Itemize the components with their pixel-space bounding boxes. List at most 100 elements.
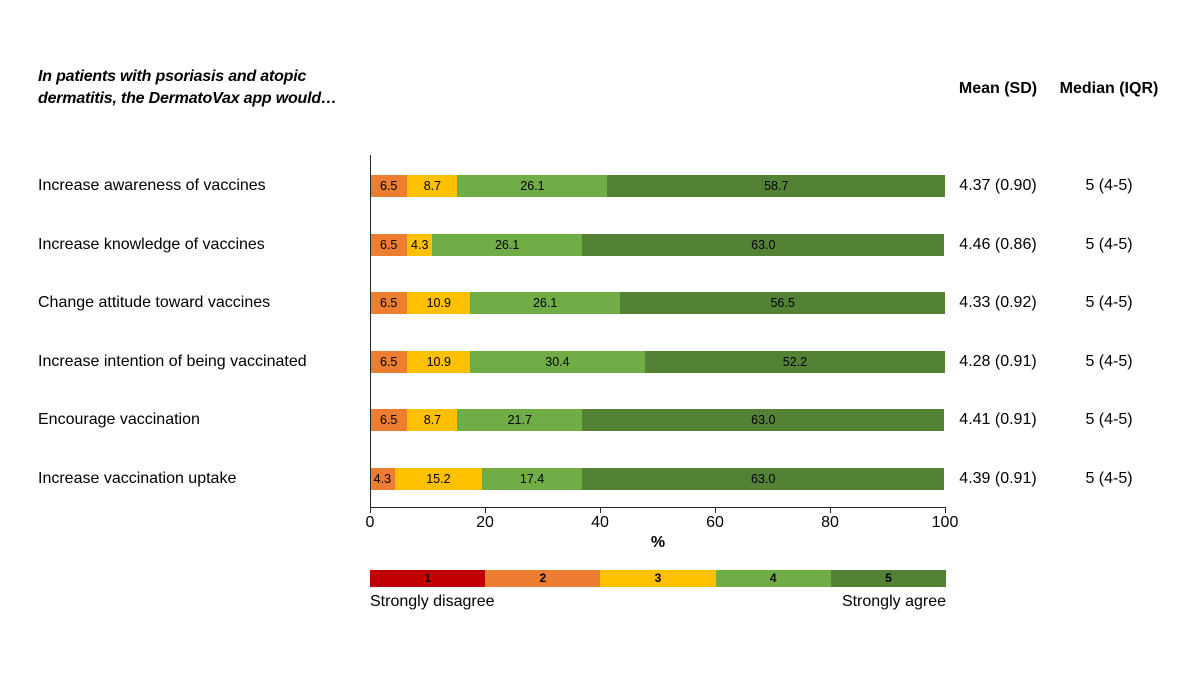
x-axis-unit-label: % — [650, 534, 666, 551]
bar-segment-scale-5: 58.7 — [607, 175, 945, 197]
segment-value-label: 6.5 — [380, 238, 398, 252]
legend-segment-2: 2 — [485, 570, 601, 587]
row-label: Increase knowledge of vaccines — [38, 236, 265, 253]
segment-value-label: 8.7 — [423, 179, 442, 193]
bar-segment-scale-5: 63.0 — [582, 234, 945, 256]
mean-sd-header: Mean (SD) — [958, 80, 1038, 97]
bar-segment-scale-5: 63.0 — [582, 409, 945, 431]
mean-sd-value: 4.41 (0.91) — [959, 411, 1037, 428]
segment-value-label: 17.4 — [519, 472, 545, 486]
legend-segment-4: 4 — [715, 570, 831, 587]
x-axis-line — [370, 507, 946, 508]
bar-segment-scale-2: 4.3 — [370, 468, 395, 490]
bar-track: 4.3 15.2 17.4 63.0 — [370, 468, 945, 490]
chart-row: Increase vaccination uptake 4.3 15.2 17.4 63… — [0, 468, 1200, 490]
legend-segment-5: 5 — [830, 570, 947, 587]
legend-segment-3: 3 — [600, 570, 716, 587]
axis-tick — [370, 507, 371, 513]
segment-value-label: 4.3 — [411, 238, 429, 252]
y-axis-line — [370, 155, 371, 507]
segment-value-label: 6.5 — [380, 179, 398, 193]
bar-segment-scale-4: 26.1 — [432, 234, 583, 256]
row-label: Increase intention of being vaccinated — [38, 353, 307, 370]
segment-value-label: 8.7 — [423, 413, 442, 427]
axis-tick-label: 20 — [476, 514, 494, 531]
bar-segment-scale-4: 26.1 — [457, 175, 608, 197]
bar-segment-scale-4: 30.4 — [470, 351, 645, 373]
legend-min-label: Strongly disagree — [370, 593, 495, 610]
legend-max-label: Strongly agree — [841, 593, 946, 610]
bar-track: 6.5 8.7 26.1 58.7 — [370, 175, 945, 197]
mean-sd-value: 4.39 (0.91) — [959, 470, 1037, 487]
bar-segment-scale-4: 26.1 — [470, 292, 621, 314]
bar-segment-scale-5: 63.0 — [582, 468, 945, 490]
median-iqr-value: 5 (4-5) — [1085, 236, 1133, 253]
median-iqr-value: 5 (4-5) — [1085, 177, 1133, 194]
bar-segment-scale-2: 6.5 — [370, 292, 408, 314]
mean-sd-value: 4.37 (0.90) — [959, 177, 1037, 194]
segment-value-label: 52.2 — [782, 355, 808, 369]
bar-segment-scale-2: 6.5 — [370, 234, 408, 256]
segment-value-label: 26.1 — [520, 179, 545, 193]
bar-segment-scale-3: 8.7 — [407, 409, 458, 431]
row-label: Change attitude toward vaccines — [38, 294, 271, 311]
bar-segment-scale-3: 15.2 — [394, 468, 483, 490]
axis-tick — [600, 507, 601, 513]
segment-value-label: 6.5 — [380, 413, 398, 427]
bar-segment-scale-5: 56.5 — [620, 292, 946, 314]
segment-value-label: 58.7 — [764, 179, 789, 193]
chart-row: Encourage vaccination 6.5 8.7 21.7 63.0 4.41 … — [0, 409, 1200, 431]
axis-tick — [945, 507, 946, 513]
bar-segment-scale-2: 6.5 — [370, 351, 408, 373]
median-iqr-value: 5 (4-5) — [1085, 294, 1133, 311]
bar-track: 6.5 4.3 26.1 63.0 — [370, 234, 945, 256]
median-iqr-value: 5 (4-5) — [1085, 411, 1133, 428]
mean-sd-value: 4.33 (0.92) — [959, 294, 1037, 311]
segment-value-label: 15.2 — [426, 472, 451, 486]
row-label: Encourage vaccination — [38, 411, 200, 428]
axis-tick — [485, 507, 486, 513]
chart-row: Increase knowledge of vaccines 6.5 4.3 26.1… — [0, 234, 1200, 256]
median-iqr-header: Median (IQR) — [1059, 80, 1159, 97]
segment-value-label: 30.4 — [545, 355, 570, 369]
segment-value-label: 6.5 — [380, 296, 398, 310]
chart-title: In patients with psoriasis and atopic de… — [38, 68, 337, 107]
axis-tick-label: 60 — [706, 514, 724, 531]
axis-tick-label: 0 — [365, 514, 375, 531]
legend-segment-1: 1 — [370, 570, 486, 587]
chart-row: Increase intention of being vaccinated 6.… — [0, 351, 1200, 373]
axis-tick-label: 100 — [931, 514, 959, 531]
axis-tick — [715, 507, 716, 513]
bar-segment-scale-2: 6.5 — [370, 409, 408, 431]
axis-tick-label: 40 — [591, 514, 609, 531]
segment-value-label: 4.3 — [373, 472, 392, 486]
axis-tick — [830, 507, 831, 513]
segment-value-label: 63.0 — [751, 413, 776, 427]
row-label: Increase awareness of vaccines — [38, 177, 266, 194]
chart-row: Change attitude toward vaccines 6.5 10.9 26… — [0, 292, 1200, 314]
axis-tick-label: 80 — [821, 514, 839, 531]
bar-track: 6.5 8.7 21.7 63.0 — [370, 409, 945, 431]
bar-segment-scale-3: 10.9 — [407, 292, 471, 314]
bar-segment-scale-2: 6.5 — [370, 175, 408, 197]
bar-segment-scale-4: 21.7 — [457, 409, 583, 431]
bar-segment-scale-3: 4.3 — [407, 234, 433, 256]
segment-value-label: 21.7 — [507, 413, 532, 427]
median-iqr-value: 5 (4-5) — [1085, 470, 1133, 487]
bar-segment-scale-4: 17.4 — [482, 468, 583, 490]
bar-track: 6.5 10.9 26.1 56.5 — [370, 292, 946, 314]
bar-segment-scale-3: 8.7 — [407, 175, 458, 197]
segment-value-label: 10.9 — [426, 355, 451, 369]
segment-value-label: 10.9 — [426, 296, 451, 310]
segment-value-label: 56.5 — [770, 296, 795, 310]
median-iqr-value: 5 (4-5) — [1085, 353, 1133, 370]
bar-segment-scale-5: 52.2 — [644, 351, 946, 373]
segment-value-label: 63.0 — [751, 238, 776, 252]
mean-sd-value: 4.28 (0.91) — [959, 353, 1037, 370]
bar-segment-scale-3: 10.9 — [407, 351, 471, 373]
chart-row: Increase awareness of vaccines 6.5 8.7 26.1… — [0, 175, 1200, 197]
segment-value-label: 26.1 — [494, 238, 520, 252]
segment-value-label: 26.1 — [532, 296, 558, 310]
